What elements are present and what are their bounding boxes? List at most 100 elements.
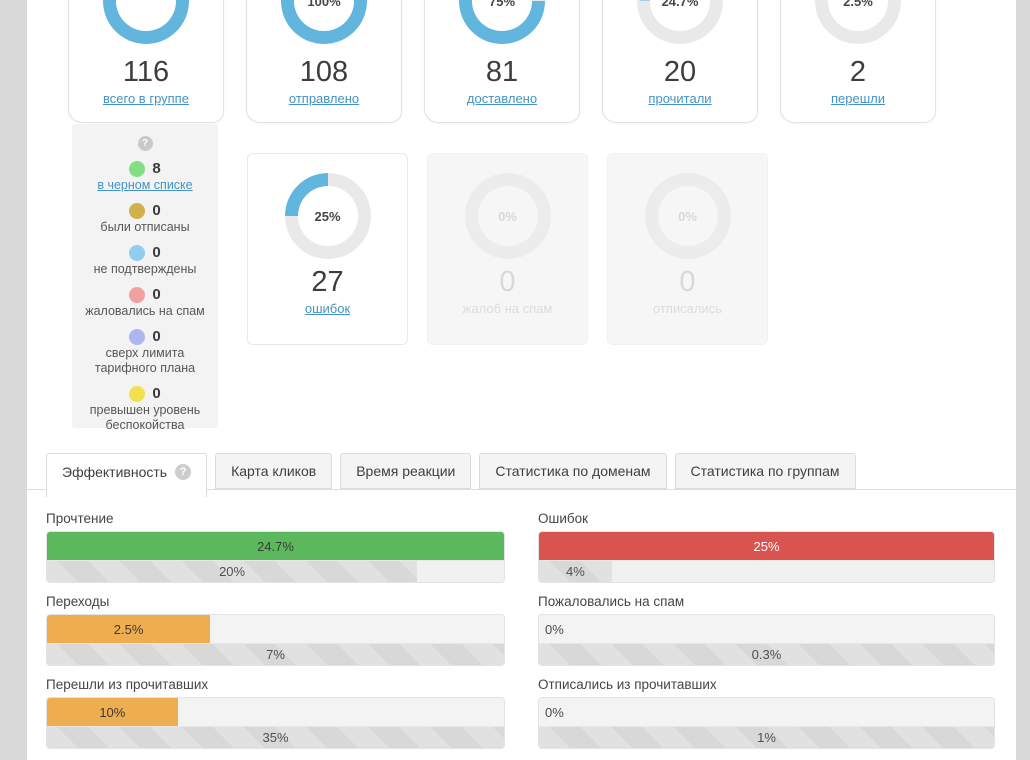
card-unsubscribed: 0% 0 отписались — [607, 153, 768, 345]
metric-clicks-from-reads: Перешли из прочитавших 10% 35% — [46, 677, 505, 749]
value-bar-label: 24.7% — [257, 538, 294, 554]
donut-percent-label: 2.5% — [843, 0, 873, 9]
metric-bar-group: 24.7% 20% — [46, 531, 505, 583]
donut-unsubscribed: 0% — [644, 173, 731, 259]
summary-item-spam-complaint: 0 жаловались на спам — [72, 286, 218, 319]
value-bar-label: 0% — [545, 621, 564, 637]
average-bar-fill — [47, 727, 504, 748]
metric-clicks: Переходы 2.5% 7% — [46, 594, 505, 666]
stat-value: 0 — [679, 266, 696, 298]
donut-delivered: 75% — [459, 0, 545, 44]
errors-link[interactable]: ошибок — [304, 301, 351, 316]
metric-title: Ошибок — [538, 511, 589, 526]
summary-item-unconfirmed: 0 не подтверждены — [72, 244, 218, 277]
tab-effectiveness[interactable]: Эффективность ? — [46, 453, 208, 497]
page-background-left — [0, 0, 27, 760]
average-bar-label: 20% — [219, 564, 246, 579]
tab-label: Статистика по группам — [690, 463, 840, 479]
sent-link[interactable]: отправлено — [288, 91, 360, 106]
metric-title: Перешли из прочитавших — [46, 677, 209, 692]
stat-value: 27 — [311, 266, 344, 298]
donut-percent-label: 100% — [307, 0, 341, 9]
page-background-right — [1016, 0, 1030, 760]
read-link[interactable]: прочитали — [648, 91, 712, 106]
tab-label: Карта кликов — [231, 463, 317, 479]
average-bar: 7% — [47, 643, 504, 665]
average-bar: 0.3% — [539, 643, 994, 665]
summary-count: 0 — [152, 202, 161, 219]
average-bar-fill — [47, 561, 418, 582]
blacklist-link[interactable]: в черном списке — [97, 178, 193, 192]
average-bar: 20% — [47, 560, 504, 582]
donut-percent-label: 75% — [488, 0, 516, 9]
tab-domain-stats[interactable]: Статистика по доменам — [479, 453, 667, 489]
value-bar-fill — [47, 615, 211, 643]
donut-percent-label — [103, 0, 189, 44]
average-bar-label: 35% — [262, 730, 289, 745]
tab-click-map[interactable]: Карта кликов — [215, 453, 333, 489]
over-limit-dot-icon — [129, 328, 146, 345]
average-bar-fill — [539, 727, 994, 748]
blacklist-dot-icon — [129, 160, 146, 177]
metric-bar-group: 0% 1% — [538, 697, 995, 749]
summary-item-unsubscribed: 0 были отписаны — [72, 202, 218, 235]
stat-value: 20 — [663, 56, 697, 88]
value-bar: 0% — [539, 698, 994, 726]
value-bar-label: 10% — [99, 704, 126, 720]
value-bar: 24.7% — [47, 532, 504, 560]
value-bar-label: 25% — [753, 538, 780, 554]
question-icon[interactable]: ? — [175, 464, 192, 480]
value-bar-label: 0% — [545, 704, 564, 720]
anxiety-dot-icon — [129, 385, 146, 402]
summary-item-blacklist: 8 в черном списке — [72, 160, 218, 193]
secondary-cards-row: 25% 27 ошибок 0% 0 жалоб на спам 0% 0 от… — [247, 153, 768, 345]
average-bar-label: 0.3% — [751, 647, 782, 662]
group-summary-panel: ? 8 в черном списке 0 были отписаны 0 не… — [72, 124, 218, 432]
stat-value: 81 — [485, 56, 519, 88]
metric-errors: Ошибок 25% 4% — [538, 511, 995, 583]
unsubscribed-dot-icon — [129, 202, 146, 219]
metric-bar-group: 2.5% 7% — [46, 614, 505, 666]
value-bar: 0% — [539, 615, 994, 643]
summary-count: 0 — [152, 286, 161, 303]
statistics-tabs: Эффективность ? Карта кликов Время реакц… — [46, 453, 856, 497]
summary-item-over-limit: 0 сверх лимита тарифного плана — [72, 328, 218, 376]
summary-label: превышен уровень беспокойства — [89, 403, 201, 432]
value-bar-fill — [47, 698, 178, 726]
tab-label: Эффективность — [62, 464, 168, 480]
summary-count: 0 — [152, 244, 161, 261]
metric-spam-complaints: Пожаловались на спам 0% 0.3% — [538, 594, 995, 666]
tab-group-stats[interactable]: Статистика по группам — [674, 453, 856, 489]
metrics-column-left: Прочтение 24.7% 20% Переходы 2.5% — [46, 511, 505, 760]
unconfirmed-dot-icon — [129, 244, 146, 261]
tab-reaction-time[interactable]: Время реакции — [340, 453, 472, 489]
average-bar: 35% — [47, 726, 504, 748]
average-bar-label: 7% — [266, 647, 285, 662]
summary-label: не подтверждены — [93, 262, 197, 276]
card-sent: 100% 108 отправлено — [246, 0, 402, 123]
summary-count: 0 — [152, 385, 161, 402]
metrics-column-right: Ошибок 25% 4% Пожаловались на спам 0% — [538, 511, 995, 760]
card-read: 24.7% 20 прочитали — [602, 0, 758, 123]
donut-sent: 100% — [281, 0, 367, 44]
average-bar-fill — [539, 644, 994, 665]
value-bar-fill — [539, 532, 994, 560]
metric-bar-group: 25% 4% — [538, 531, 995, 583]
metric-reads: Прочтение 24.7% 20% — [46, 511, 505, 583]
delivered-link[interactable]: доставлено — [466, 91, 538, 106]
clicked-link[interactable]: перешли — [830, 91, 885, 106]
funnel-cards-row: 116 всего в группе 100% 108 отправлено 7… — [68, 0, 936, 123]
stat-value: 0 — [499, 266, 516, 298]
card-errors: 25% 27 ошибок — [247, 153, 408, 345]
donut-percent-label: 25% — [314, 208, 341, 224]
summary-label: жаловались на спам — [85, 304, 205, 318]
question-icon[interactable]: ? — [137, 136, 153, 151]
average-bar-fill — [47, 644, 504, 665]
card-clicked: 2.5% 2 перешли — [780, 0, 936, 123]
stat-value: 2 — [849, 56, 867, 88]
value-bar: 25% — [539, 532, 994, 560]
card-spam-complaints: 0% 0 жалоб на спам — [427, 153, 588, 345]
donut-total — [103, 0, 189, 44]
total-in-group-link[interactable]: всего в группе — [103, 91, 189, 106]
donut-spam-complaints: 0% — [464, 173, 551, 259]
